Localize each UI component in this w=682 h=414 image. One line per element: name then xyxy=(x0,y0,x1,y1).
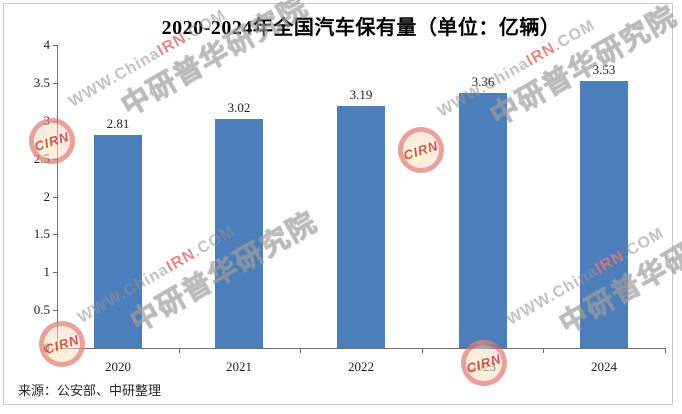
x-axis-label: 2024 xyxy=(591,359,617,374)
x-axis-label: 2021 xyxy=(226,359,252,374)
y-axis-label: 2.5 xyxy=(33,151,50,166)
x-axis-label: 2022 xyxy=(348,359,374,374)
y-axis-tick xyxy=(53,197,57,198)
y-axis-label: 3 xyxy=(43,113,51,128)
bar-value-label: 2.81 xyxy=(106,116,130,131)
y-axis-tick xyxy=(53,121,57,122)
y-axis-tick xyxy=(53,310,57,311)
chart-border-frame xyxy=(3,3,673,405)
x-axis-label: 2020 xyxy=(105,359,131,374)
x-axis-tick xyxy=(543,349,544,353)
bar-2022 xyxy=(337,106,385,348)
chart-title: 2020-2024年全国汽车保有量（单位：亿辆） xyxy=(161,17,561,39)
x-axis-tick xyxy=(665,349,666,353)
y-axis-label: 4 xyxy=(43,37,51,52)
y-axis-label: 3.5 xyxy=(33,75,50,90)
x-axis-tick xyxy=(179,349,180,353)
y-axis-label: 1 xyxy=(43,264,51,279)
bar-2024 xyxy=(580,81,628,348)
x-axis-tick xyxy=(300,349,301,353)
bar-value-label: 3.53 xyxy=(592,62,616,77)
y-axis-tick xyxy=(53,83,57,84)
y-axis-line xyxy=(57,45,58,349)
bar-value-label: 3.36 xyxy=(471,74,495,89)
y-axis-label: 0 xyxy=(43,340,51,355)
y-axis-tick xyxy=(53,159,57,160)
bar-2020 xyxy=(94,135,142,348)
y-axis-tick xyxy=(53,234,57,235)
bar-2021 xyxy=(215,119,263,348)
bar-value-label: 3.19 xyxy=(349,87,373,102)
bar-2023 xyxy=(459,93,507,348)
y-axis-tick xyxy=(53,272,57,273)
bar-value-label: 3.02 xyxy=(227,100,251,115)
x-axis-tick xyxy=(57,349,58,353)
x-axis-line xyxy=(57,348,666,349)
y-axis-tick xyxy=(53,45,57,46)
x-axis-label: 2023 xyxy=(470,359,496,374)
y-axis-label: 1.5 xyxy=(33,226,50,241)
x-axis-tick xyxy=(422,349,423,353)
y-axis-label: 2 xyxy=(43,189,51,204)
y-axis-label: 0.5 xyxy=(33,302,50,317)
source-note: 来源：公安部、中研整理 xyxy=(18,383,162,398)
